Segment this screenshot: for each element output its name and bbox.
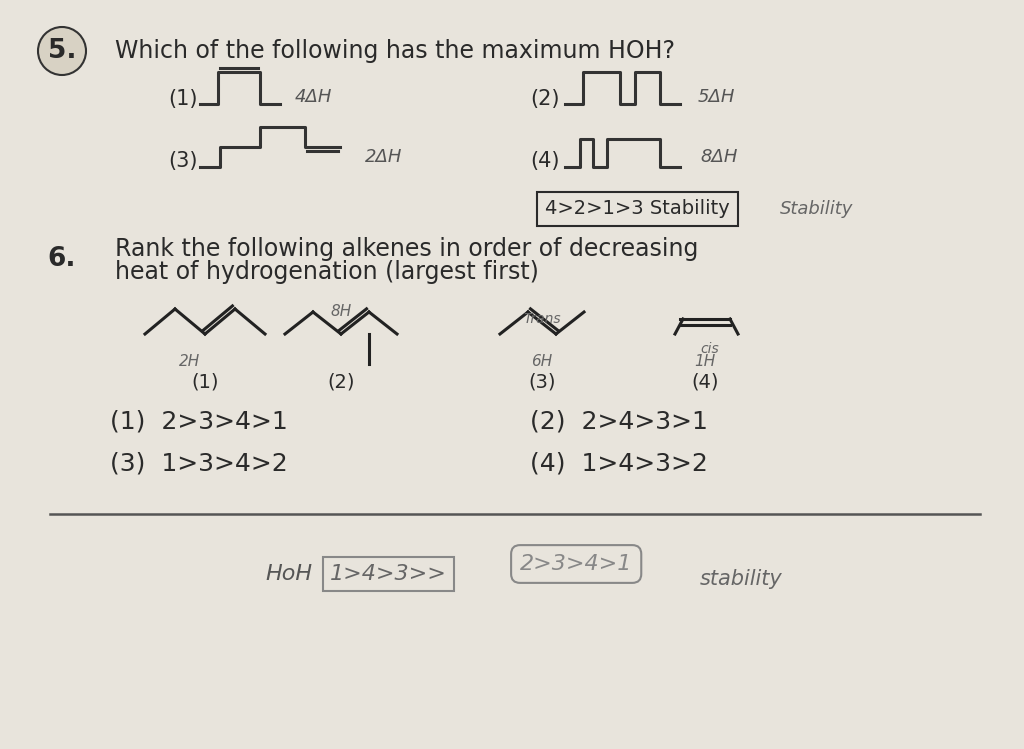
Text: (3)  1>3>4>2: (3) 1>3>4>2 (110, 452, 288, 476)
Text: (4)  1>4>3>2: (4) 1>4>3>2 (530, 452, 708, 476)
Text: (4): (4) (530, 151, 559, 171)
Text: HoH: HoH (265, 564, 312, 584)
Text: 6H: 6H (531, 354, 553, 369)
Text: 4ΔH: 4ΔH (295, 88, 333, 106)
Text: 2ΔH: 2ΔH (365, 148, 402, 166)
Text: stability: stability (700, 569, 782, 589)
Text: 8H: 8H (331, 304, 351, 319)
Text: 6.: 6. (48, 246, 76, 272)
Text: (1)  2>3>4>1: (1) 2>3>4>1 (110, 409, 288, 433)
Text: (1): (1) (168, 89, 198, 109)
Text: cis: cis (700, 342, 720, 356)
Text: Which of the following has the maximum HOH?: Which of the following has the maximum H… (115, 39, 675, 63)
Text: (3): (3) (528, 372, 556, 391)
Text: (2): (2) (328, 372, 354, 391)
Text: 4>2>1>3 Stability: 4>2>1>3 Stability (545, 199, 730, 219)
Text: 5ΔH: 5ΔH (698, 88, 735, 106)
Text: (3): (3) (168, 151, 198, 171)
Text: 5.: 5. (48, 38, 76, 64)
Text: 8ΔH: 8ΔH (700, 148, 737, 166)
Text: (2): (2) (530, 89, 559, 109)
Text: 2H: 2H (179, 354, 201, 369)
Text: Trans: Trans (523, 312, 561, 326)
Text: 1H: 1H (694, 354, 716, 369)
Text: 1>4>3>>: 1>4>3>> (330, 564, 446, 584)
Text: 2>3>4>1: 2>3>4>1 (520, 554, 633, 574)
Text: Rank the following alkenes in order of decreasing: Rank the following alkenes in order of d… (115, 237, 698, 261)
Text: (4): (4) (691, 372, 719, 391)
Text: Stability: Stability (780, 200, 853, 218)
Text: heat of hydrogenation (largest first): heat of hydrogenation (largest first) (115, 260, 539, 284)
Text: (2)  2>4>3>1: (2) 2>4>3>1 (530, 409, 708, 433)
Text: (1): (1) (191, 372, 219, 391)
Circle shape (38, 27, 86, 75)
